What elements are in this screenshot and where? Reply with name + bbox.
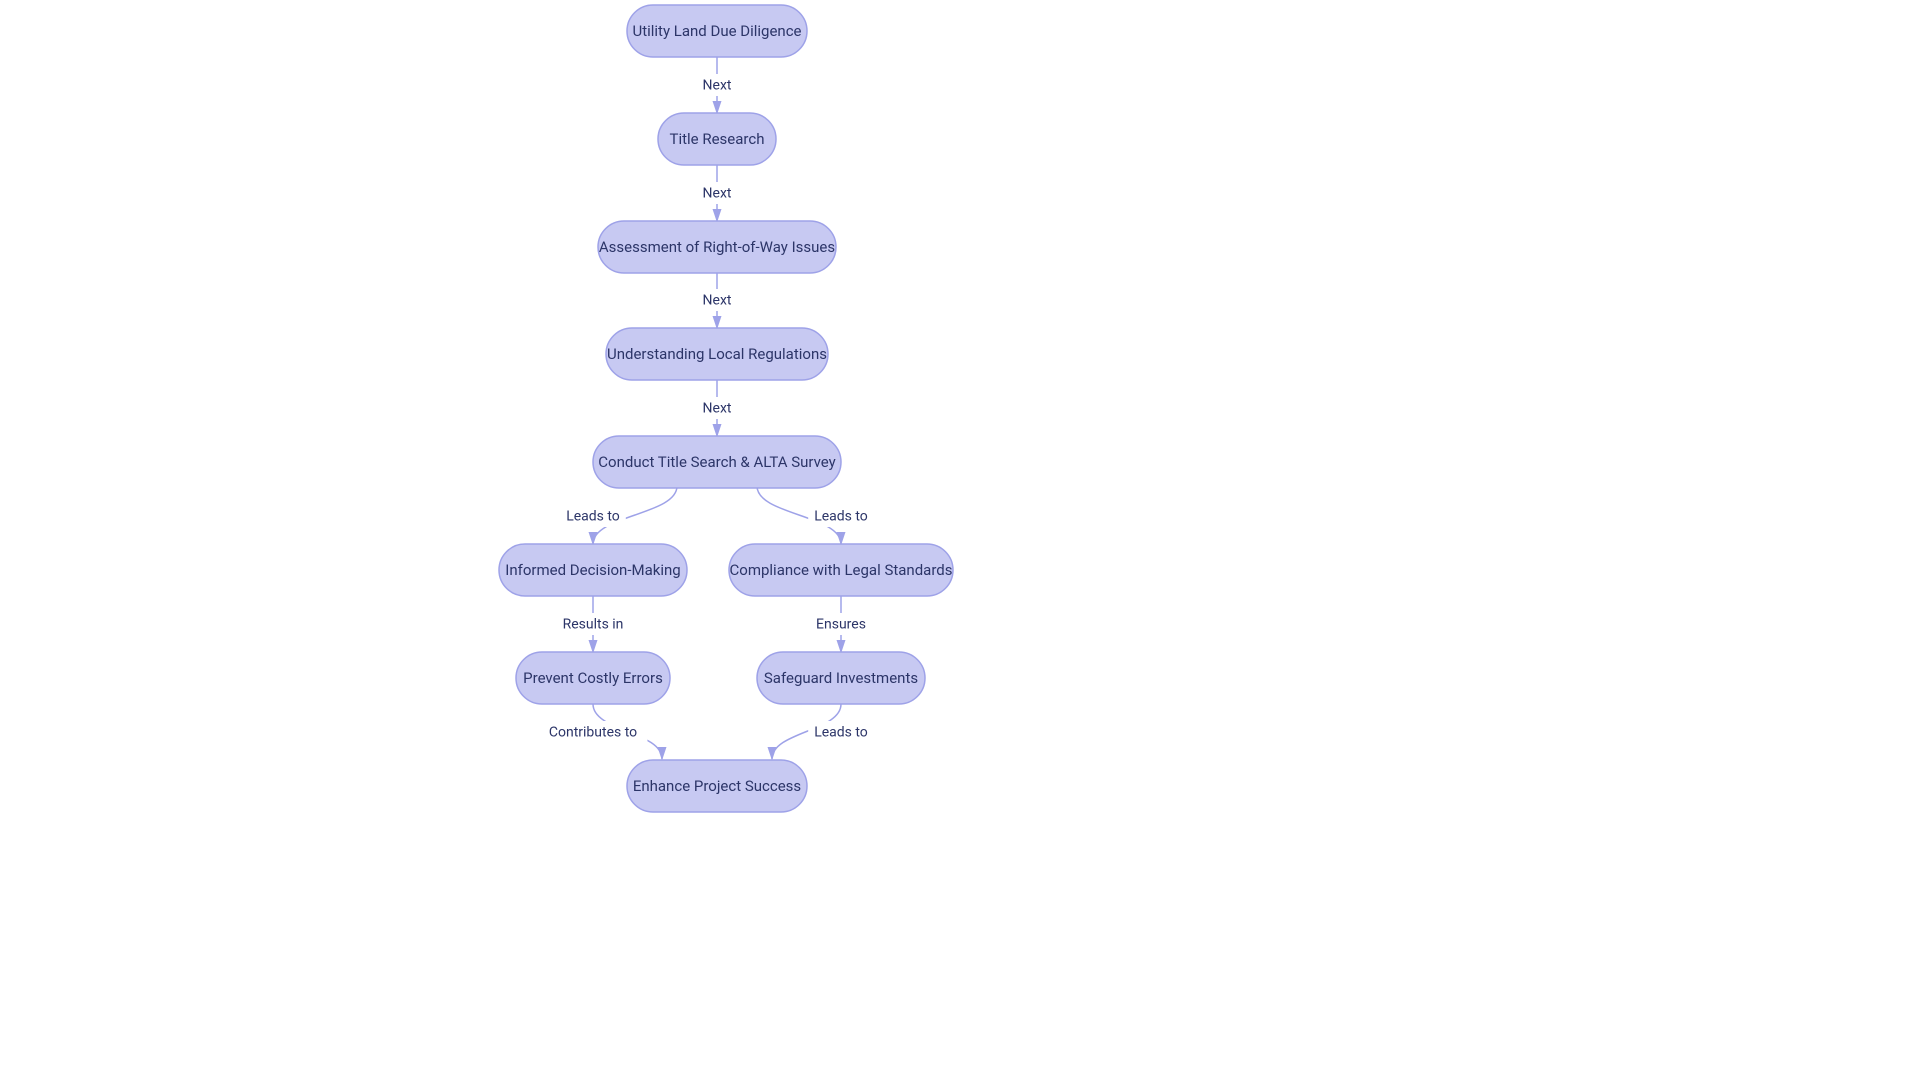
node-label: Compliance with Legal Standards — [730, 561, 953, 579]
node-label: Title Research — [670, 130, 765, 148]
edge-label: Leads to — [566, 509, 620, 525]
edge-label: Contributes to — [549, 725, 637, 741]
node-label: Informed Decision-Making — [505, 561, 680, 579]
node-label: Enhance Project Success — [633, 777, 801, 795]
node-label: Prevent Costly Errors — [523, 669, 663, 687]
edge-label: Ensures — [816, 617, 866, 633]
flowchart-node: Understanding Local Regulations — [606, 328, 828, 380]
flowchart-node: Assessment of Right-of-Way Issues — [598, 221, 836, 273]
flowchart-canvas: Next Next Next Next Leads to Leads to Results … — [0, 0, 1920, 1083]
edge-label: Next — [703, 186, 732, 202]
node-label: Safeguard Investments — [764, 669, 918, 687]
flowchart-node: Enhance Project Success — [627, 760, 807, 812]
edge-label: Next — [703, 78, 732, 94]
edge-label: Leads to — [814, 509, 868, 525]
flowchart-node: Safeguard Investments — [757, 652, 925, 704]
flowchart-node: Prevent Costly Errors — [516, 652, 670, 704]
edge-label: Next — [703, 293, 732, 309]
node-label: Utility Land Due Diligence — [632, 22, 801, 40]
node-label: Understanding Local Regulations — [607, 345, 827, 363]
node-label: Conduct Title Search & ALTA Survey — [598, 453, 835, 471]
edge-label: Results in — [563, 617, 624, 633]
edge-label: Next — [703, 401, 732, 417]
flowchart-node: Conduct Title Search & ALTA Survey — [593, 436, 841, 488]
edge-label: Leads to — [814, 725, 868, 741]
flowchart-node: Informed Decision-Making — [499, 544, 687, 596]
node-label: Assessment of Right-of-Way Issues — [599, 238, 835, 256]
flowchart-node: Utility Land Due Diligence — [627, 5, 807, 57]
flowchart-node: Title Research — [658, 113, 776, 165]
flowchart-node: Compliance with Legal Standards — [729, 544, 953, 596]
